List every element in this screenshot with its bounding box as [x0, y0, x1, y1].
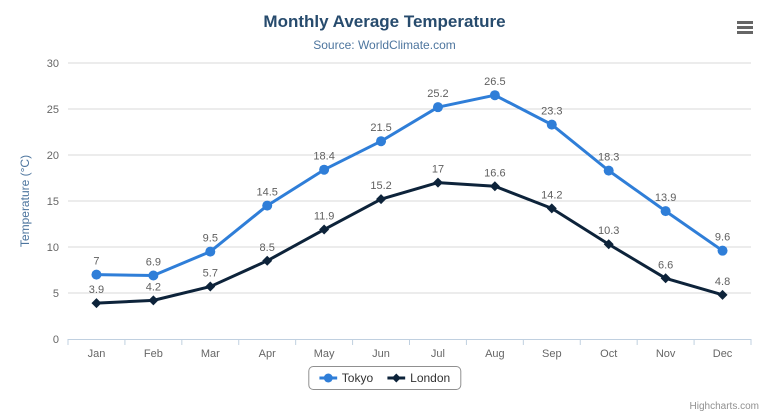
data-point-marker-tokyo[interactable]	[319, 164, 330, 175]
data-point-label: 6.9	[146, 257, 161, 269]
y-axis-label: 30	[47, 58, 59, 70]
data-point-label: 18.4	[313, 151, 334, 163]
data-point-label: 6.6	[658, 259, 673, 271]
legend: Tokyo London	[307, 366, 462, 390]
data-point-label: 11.9	[314, 211, 335, 223]
chart-subtitle: Source: WorldClimate.com	[313, 38, 456, 52]
legend-label: Tokyo	[341, 371, 374, 385]
x-axis-label: Feb	[144, 348, 163, 360]
data-point-label: 4.2	[146, 281, 161, 293]
hamburger-menu-icon	[737, 21, 753, 34]
data-point-marker-tokyo[interactable]	[205, 246, 216, 257]
data-point-marker-london[interactable]	[717, 289, 728, 300]
data-point-label: 18.3	[598, 152, 619, 164]
data-point-marker-london[interactable]	[262, 255, 273, 266]
data-point-label: 26.5	[484, 76, 505, 88]
x-axis-label: Aug	[485, 348, 505, 360]
data-point-label: 23.3	[541, 106, 562, 118]
y-axis-title: Temperature (°C)	[18, 154, 32, 248]
data-point-marker-tokyo[interactable]	[717, 245, 728, 256]
data-point-marker-tokyo[interactable]	[148, 270, 159, 281]
data-point-label: 10.3	[598, 225, 619, 237]
data-point-label: 7	[93, 256, 99, 268]
credits-link[interactable]: Highcharts.com	[689, 401, 759, 412]
data-point-label: 14.2	[541, 189, 562, 201]
data-point-marker-london[interactable]	[489, 181, 500, 192]
data-point-marker-london[interactable]	[432, 177, 443, 188]
legend-label: London	[410, 371, 451, 385]
data-point-label: 17	[432, 164, 444, 176]
data-point-label: 25.2	[427, 88, 448, 100]
data-point-label: 4.8	[715, 276, 730, 288]
data-point-marker-london[interactable]	[660, 273, 671, 284]
y-axis-label: 25	[47, 104, 59, 116]
series-line-tokyo	[94, 93, 725, 278]
data-point-label: 14.5	[256, 187, 277, 199]
chart-title: Monthly Average Temperature	[263, 12, 506, 31]
x-axis-label: Jan	[88, 348, 106, 360]
data-point-marker-tokyo[interactable]	[432, 102, 443, 113]
x-axis-label: Nov	[656, 348, 676, 360]
data-point-marker-london[interactable]	[546, 203, 557, 214]
legend-item-tokyo[interactable]: Tokyo	[318, 371, 374, 385]
data-point-label: 8.5	[260, 242, 275, 254]
data-point-marker-london[interactable]	[148, 295, 159, 306]
data-point-marker-tokyo[interactable]	[376, 136, 387, 147]
legend-item-london[interactable]: London	[387, 371, 450, 385]
x-axis-label: Jun	[372, 348, 390, 360]
circle-marker-icon	[318, 373, 337, 383]
y-axis-label: 5	[53, 288, 59, 300]
context-menu-button[interactable]	[733, 18, 757, 40]
data-point-label: 16.6	[484, 167, 505, 179]
data-point-marker-london[interactable]	[603, 239, 614, 250]
data-point-marker-tokyo[interactable]	[262, 200, 273, 211]
data-point-marker-tokyo[interactable]	[546, 119, 557, 130]
y-axis-label: 20	[47, 150, 59, 162]
x-axis-label: May	[314, 348, 335, 360]
data-point-marker-tokyo[interactable]	[603, 165, 614, 176]
data-point-marker-tokyo[interactable]	[489, 90, 500, 101]
y-axis-label: 15	[47, 196, 59, 208]
data-point-label: 13.9	[655, 192, 676, 204]
data-point-marker-tokyo[interactable]	[91, 269, 102, 280]
data-point-label: 5.7	[203, 268, 218, 280]
data-point-marker-london[interactable]	[91, 298, 102, 309]
data-point-marker-tokyo[interactable]	[660, 206, 671, 217]
data-point-label: 9.5	[203, 233, 218, 245]
x-axis-label: Mar	[201, 348, 220, 360]
y-axis-label: 10	[47, 242, 59, 254]
data-point-marker-london[interactable]	[205, 281, 216, 292]
x-axis-label: Apr	[259, 348, 276, 360]
series-line-london	[94, 181, 725, 305]
data-point-label: 21.5	[370, 122, 391, 134]
x-axis-label: Jul	[431, 348, 445, 360]
diamond-marker-icon	[387, 373, 406, 383]
y-axis-label: 0	[53, 334, 59, 346]
x-axis-label: Dec	[713, 348, 733, 360]
data-point-label: 15.2	[370, 180, 391, 192]
x-axis-label: Sep	[542, 348, 562, 360]
data-point-label: 9.6	[715, 232, 730, 244]
data-point-marker-london[interactable]	[376, 194, 387, 205]
x-axis-label: Oct	[600, 348, 617, 360]
data-point-marker-london[interactable]	[319, 224, 330, 235]
data-point-label: 3.9	[89, 284, 104, 296]
